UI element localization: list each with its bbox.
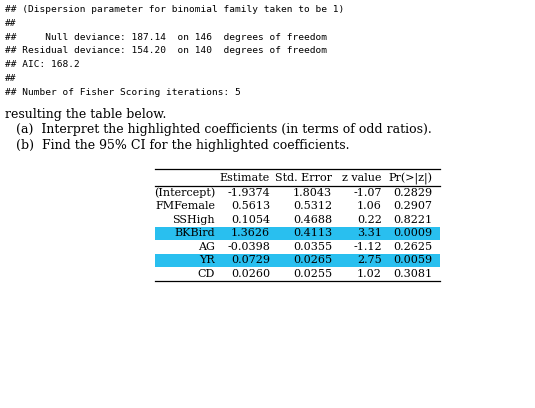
Text: FMFemale: FMFemale bbox=[155, 202, 215, 211]
Text: 0.0355: 0.0355 bbox=[293, 242, 332, 252]
Text: ## Residual deviance: 154.20  on 140  degrees of freedom: ## Residual deviance: 154.20 on 140 degr… bbox=[5, 47, 327, 55]
Text: Pr(>|z|): Pr(>|z|) bbox=[388, 173, 432, 185]
Text: Estimate: Estimate bbox=[220, 173, 270, 183]
Text: -1.12: -1.12 bbox=[354, 242, 382, 252]
Text: ## (Dispersion parameter for binomial family taken to be 1): ## (Dispersion parameter for binomial fa… bbox=[5, 5, 344, 14]
Text: ##: ## bbox=[5, 74, 17, 83]
Text: 3.31: 3.31 bbox=[357, 228, 382, 238]
Text: 0.0009: 0.0009 bbox=[393, 228, 432, 238]
Text: ##: ## bbox=[5, 19, 17, 28]
Text: BKBird: BKBird bbox=[174, 228, 215, 238]
Text: 0.0255: 0.0255 bbox=[293, 269, 332, 279]
Text: 0.0260: 0.0260 bbox=[231, 269, 270, 279]
Text: 0.8221: 0.8221 bbox=[393, 215, 432, 225]
Text: Std. Error: Std. Error bbox=[275, 173, 332, 183]
Text: SSHigh: SSHigh bbox=[172, 215, 215, 225]
Text: 1.02: 1.02 bbox=[357, 269, 382, 279]
Text: 0.22: 0.22 bbox=[357, 215, 382, 225]
Text: ## AIC: 168.2: ## AIC: 168.2 bbox=[5, 60, 80, 69]
Text: -1.9374: -1.9374 bbox=[227, 188, 270, 198]
Text: (Intercept): (Intercept) bbox=[154, 188, 215, 198]
Text: 0.4688: 0.4688 bbox=[293, 215, 332, 225]
Text: 1.8043: 1.8043 bbox=[293, 188, 332, 198]
Text: ## Number of Fisher Scoring iterations: 5: ## Number of Fisher Scoring iterations: … bbox=[5, 88, 241, 97]
Text: resulting the table below.: resulting the table below. bbox=[5, 108, 166, 121]
Text: -1.07: -1.07 bbox=[354, 188, 382, 198]
Text: (a)  Interpret the highlighted coefficients (in terms of odd ratios).: (a) Interpret the highlighted coefficien… bbox=[16, 122, 432, 135]
Text: 2.75: 2.75 bbox=[357, 255, 382, 265]
Text: 0.5613: 0.5613 bbox=[231, 202, 270, 211]
Text: ##     Null deviance: 187.14  on 146  degrees of freedom: ## Null deviance: 187.14 on 146 degrees … bbox=[5, 33, 327, 42]
Text: AG: AG bbox=[198, 242, 215, 252]
Text: YR: YR bbox=[200, 255, 215, 265]
Text: 0.0729: 0.0729 bbox=[231, 255, 270, 265]
Text: 0.3081: 0.3081 bbox=[393, 269, 432, 279]
Text: 1.3626: 1.3626 bbox=[231, 228, 270, 238]
Text: CD: CD bbox=[197, 269, 215, 279]
Text: 0.2625: 0.2625 bbox=[393, 242, 432, 252]
Text: 0.0059: 0.0059 bbox=[393, 255, 432, 265]
Text: 0.1054: 0.1054 bbox=[231, 215, 270, 225]
Text: 0.0265: 0.0265 bbox=[293, 255, 332, 265]
Bar bbox=[155, 226, 440, 240]
Text: 0.2829: 0.2829 bbox=[393, 188, 432, 198]
Text: 1.06: 1.06 bbox=[357, 202, 382, 211]
Text: z value: z value bbox=[342, 173, 382, 183]
Text: 0.2907: 0.2907 bbox=[393, 202, 432, 211]
Text: 0.4113: 0.4113 bbox=[293, 228, 332, 238]
Text: -0.0398: -0.0398 bbox=[227, 242, 270, 252]
Text: 0.5312: 0.5312 bbox=[293, 202, 332, 211]
Text: (b)  Find the 95% CI for the highlighted coefficients.: (b) Find the 95% CI for the highlighted … bbox=[16, 139, 349, 152]
Bar bbox=[155, 254, 440, 267]
